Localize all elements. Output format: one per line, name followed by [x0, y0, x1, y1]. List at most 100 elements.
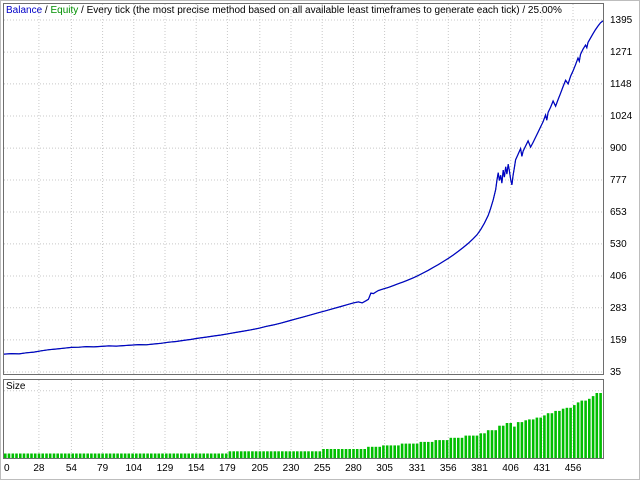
- size-bar: [367, 446, 370, 458]
- size-bar: [479, 433, 483, 458]
- balance-chart-panel: Balance / Equity / Every tick (the most …: [3, 3, 604, 375]
- size-bar: [314, 451, 318, 458]
- size-bar: [400, 443, 404, 458]
- size-bar: [60, 453, 63, 458]
- size-bar: [176, 453, 179, 458]
- size-bar: [588, 398, 591, 458]
- size-bar: [165, 453, 168, 458]
- size-bar: [524, 420, 527, 458]
- size-bar: [580, 400, 584, 458]
- size-bar: [505, 423, 509, 458]
- size-bar: [591, 396, 595, 458]
- y-axis-label: 35: [610, 367, 622, 378]
- size-bar: [247, 451, 250, 458]
- chart-legend: Balance / Equity / Every tick (the most …: [6, 5, 562, 16]
- size-bar: [460, 437, 464, 458]
- x-axis-label: 280: [345, 463, 362, 474]
- size-bar: [262, 451, 265, 458]
- size-bar: [120, 453, 123, 458]
- size-bar: [142, 453, 146, 458]
- legend-balance-label: Balance: [6, 5, 43, 16]
- size-bar: [183, 453, 187, 458]
- size-bar: [352, 449, 355, 458]
- size-bar: [11, 453, 15, 458]
- size-bar: [22, 453, 26, 458]
- size-bar: [359, 449, 363, 458]
- size-bar: [573, 405, 576, 458]
- x-axis-label: 129: [156, 463, 174, 474]
- y-axis-label: 1024: [610, 111, 633, 123]
- size-bar: [146, 453, 149, 458]
- size-bar: [187, 453, 190, 458]
- size-bar: [576, 402, 580, 458]
- size-bar: [82, 453, 86, 458]
- size-bar: [427, 441, 430, 458]
- x-axis-label: 0: [4, 463, 10, 474]
- x-axis-label: 79: [97, 463, 109, 474]
- size-bar: [445, 440, 449, 458]
- size-bar: [442, 440, 445, 458]
- size-bar: [15, 453, 18, 458]
- size-bar: [464, 435, 468, 458]
- y-axis-label: 900: [610, 143, 627, 155]
- size-bar: [266, 451, 269, 458]
- y-axis-label: 530: [610, 238, 627, 250]
- size-bar: [546, 413, 550, 458]
- size-bar: [67, 453, 71, 458]
- size-bar: [97, 453, 101, 458]
- size-bar: [232, 451, 235, 458]
- size-bar: [191, 453, 194, 458]
- size-bar: [202, 453, 205, 458]
- size-bar: [307, 451, 310, 458]
- size-bar: [569, 407, 572, 458]
- size-bar: [78, 453, 82, 458]
- size-bar: [45, 453, 48, 458]
- size-bar: [101, 453, 104, 458]
- size-bar: [543, 415, 546, 458]
- y-axis-label: 653: [610, 207, 627, 219]
- size-bar: [326, 449, 329, 458]
- x-axis-label: 255: [313, 463, 331, 474]
- x-axis-label: 205: [251, 463, 269, 474]
- size-bar: [224, 453, 228, 458]
- size-bar: [520, 422, 524, 458]
- size-bar: [303, 451, 307, 458]
- x-axis-label: 28: [33, 463, 45, 474]
- size-bar: [180, 453, 183, 458]
- size-bar: [135, 453, 138, 458]
- size-bar: [284, 451, 288, 458]
- size-bar: [258, 451, 262, 458]
- size-bar: [516, 422, 520, 458]
- size-bar: [131, 453, 134, 458]
- size-bar: [457, 437, 460, 458]
- size-bar: [48, 453, 52, 458]
- x-axis-label: 456: [564, 463, 582, 474]
- size-bar: [168, 453, 172, 458]
- size-bar: [539, 417, 542, 458]
- size-bar: [393, 445, 396, 458]
- size-bar: [333, 449, 336, 458]
- size-bar: [311, 451, 314, 458]
- size-bar: [138, 453, 142, 458]
- size-bar: [513, 426, 516, 458]
- x-axis-label: 431: [533, 463, 551, 474]
- size-bar: [206, 453, 209, 458]
- y-axis-label: 159: [610, 334, 627, 346]
- size-bar: [449, 437, 453, 458]
- size-bar: [337, 449, 340, 458]
- y-axis-label: 406: [610, 270, 627, 282]
- size-bar: [501, 425, 505, 458]
- size-bar: [228, 451, 232, 458]
- x-axis-label: 54: [65, 463, 77, 474]
- size-bar: [423, 441, 426, 458]
- x-axis-label: 381: [471, 463, 488, 474]
- size-bar: [86, 453, 89, 458]
- size-bar: [19, 453, 22, 458]
- size-bar: [382, 445, 385, 458]
- size-bar: [56, 453, 59, 458]
- size-bar: [370, 446, 374, 458]
- size-bar: [269, 451, 273, 458]
- size-bar: [363, 449, 366, 458]
- size-bar: [213, 453, 217, 458]
- size-bar: [273, 451, 277, 458]
